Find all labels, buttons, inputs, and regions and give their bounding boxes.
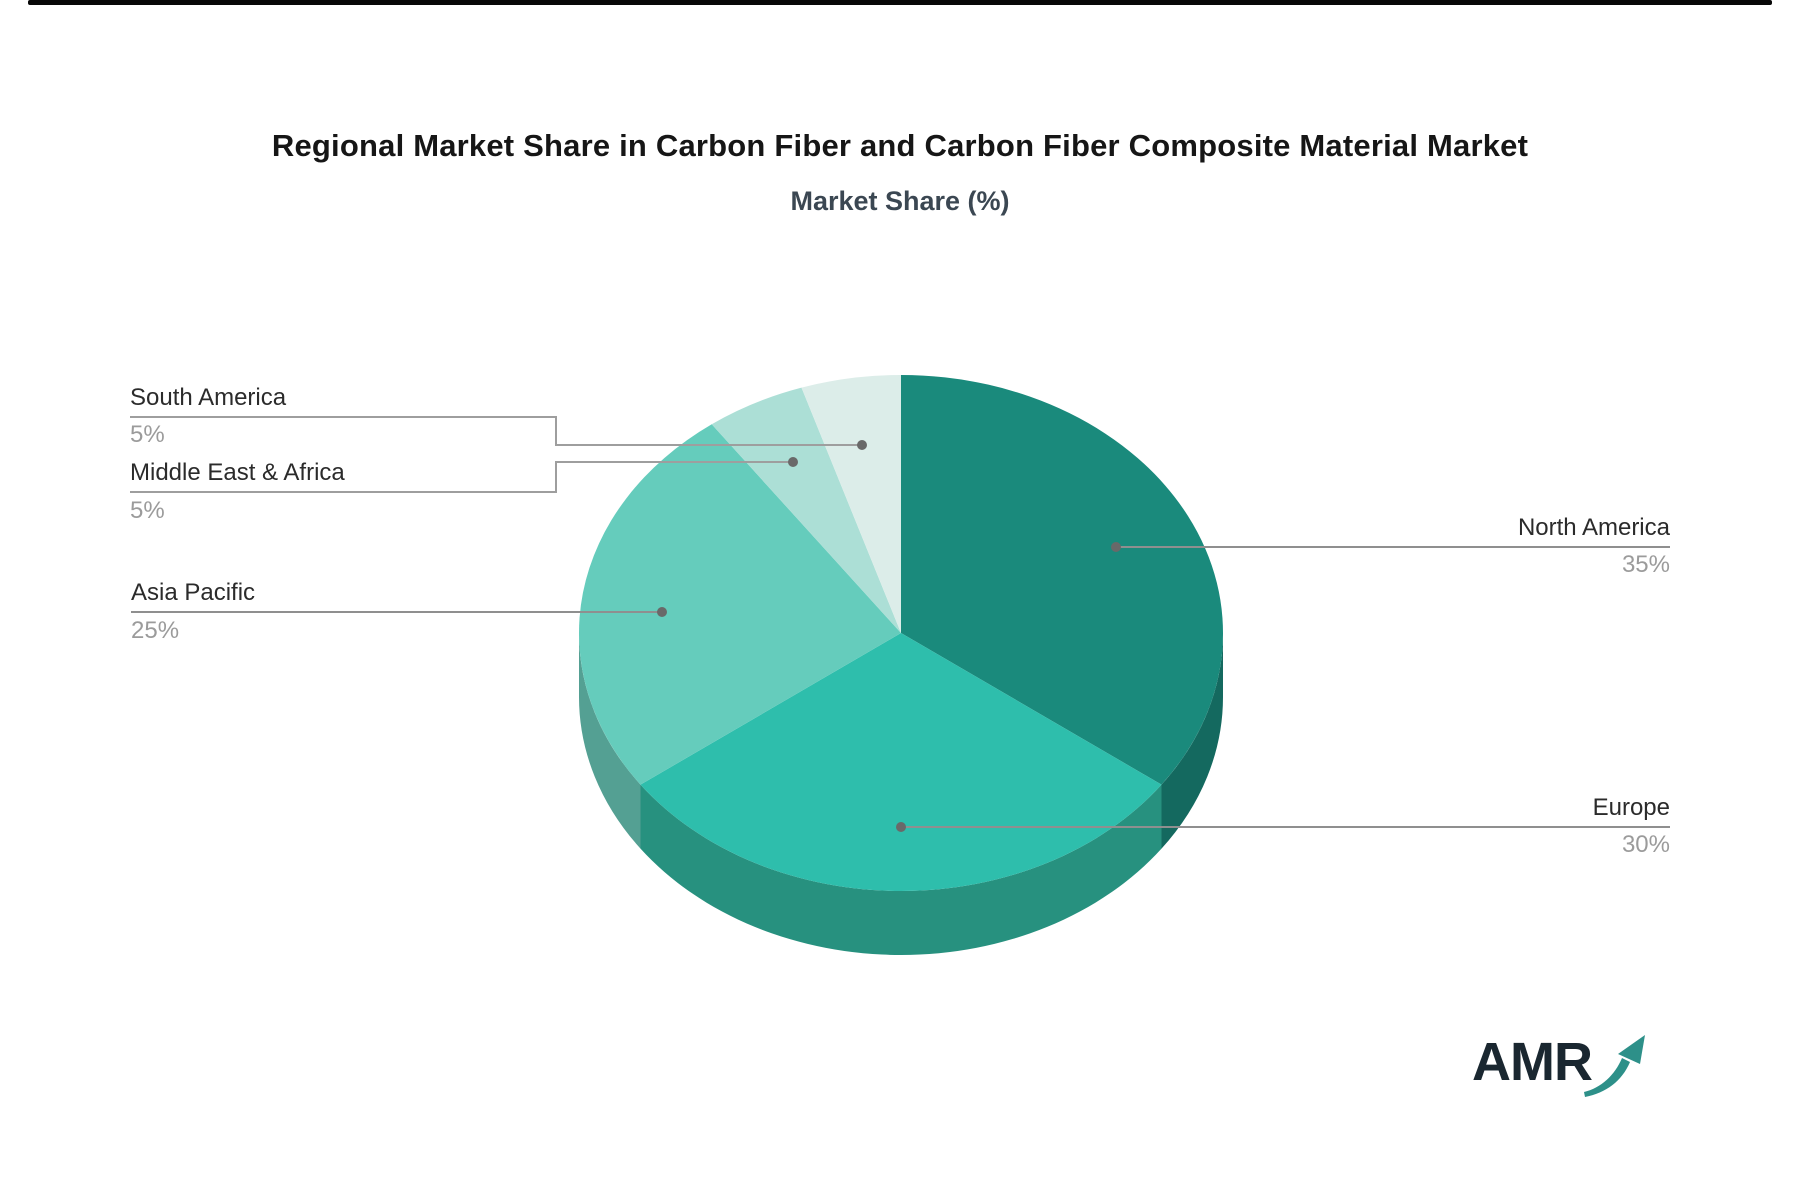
pie-slice-side-asia-pacific xyxy=(579,633,641,849)
callout-line-south-america xyxy=(130,416,862,446)
callout-europe: Europe xyxy=(1593,794,1670,822)
callout-north-america-value: 35% xyxy=(1622,551,1670,579)
callout-north-america: North America xyxy=(1518,514,1670,542)
callout-middle-east-africa: Middle East & Africa xyxy=(130,459,345,487)
callout-line-middle-east-africa xyxy=(130,461,793,493)
pie-3d-sides xyxy=(579,633,1223,955)
callout-label-europe: Europe xyxy=(1592,794,1670,821)
pie-slice-middle-east-africa[interactable] xyxy=(711,387,901,633)
callout-dot-middle-east-africa xyxy=(788,457,798,467)
callout-value-south-america: 5% xyxy=(130,421,165,448)
callout-value-north-america: 35% xyxy=(1621,551,1670,578)
callout-dot-asia-pacific xyxy=(657,607,667,617)
callout-label-north-america: North America xyxy=(1517,514,1670,541)
chart-subtitle: Market Share (%) xyxy=(790,186,1010,216)
callout-south-america: South America xyxy=(130,384,286,412)
callout-label-asia-pacific: Asia Pacific xyxy=(131,579,256,606)
callout-asia-pacific-value: 25% xyxy=(131,617,179,645)
callout-label-middle-east-africa: Middle East & Africa xyxy=(130,459,345,486)
callout-middle-east-africa-value: 5% xyxy=(130,497,165,525)
amr-logo-arrow-icon xyxy=(1583,1035,1645,1097)
callout-dot-south-america xyxy=(857,440,867,450)
callout-value-asia-pacific: 25% xyxy=(131,617,180,644)
chart-title: Regional Market Share in Carbon Fiber an… xyxy=(271,128,1529,163)
callout-south-america-value: 5% xyxy=(130,421,165,449)
pie-slices xyxy=(578,375,1223,891)
callout-dot-north-america xyxy=(1111,542,1121,552)
amr-logo-text: AMR xyxy=(1472,1032,1593,1092)
callout-value-europe: 30% xyxy=(1621,831,1670,858)
pie-slice-side-europe xyxy=(640,784,1162,955)
pie-slice-north-america[interactable] xyxy=(901,375,1223,785)
pie-slice-asia-pacific[interactable] xyxy=(578,424,901,785)
top-border-line xyxy=(28,0,1772,5)
callout-label-south-america: South America xyxy=(130,384,287,411)
pie-slice-side-north-america xyxy=(1161,633,1223,849)
pie-slice-south-america[interactable] xyxy=(801,375,902,633)
amr-logo: AMR xyxy=(1472,1032,1646,1100)
callout-dot-europe xyxy=(896,822,906,832)
callout-europe-value: 30% xyxy=(1622,831,1670,859)
callout-value-middle-east-africa: 5% xyxy=(130,497,165,524)
callout-asia-pacific: Asia Pacific xyxy=(131,579,255,607)
